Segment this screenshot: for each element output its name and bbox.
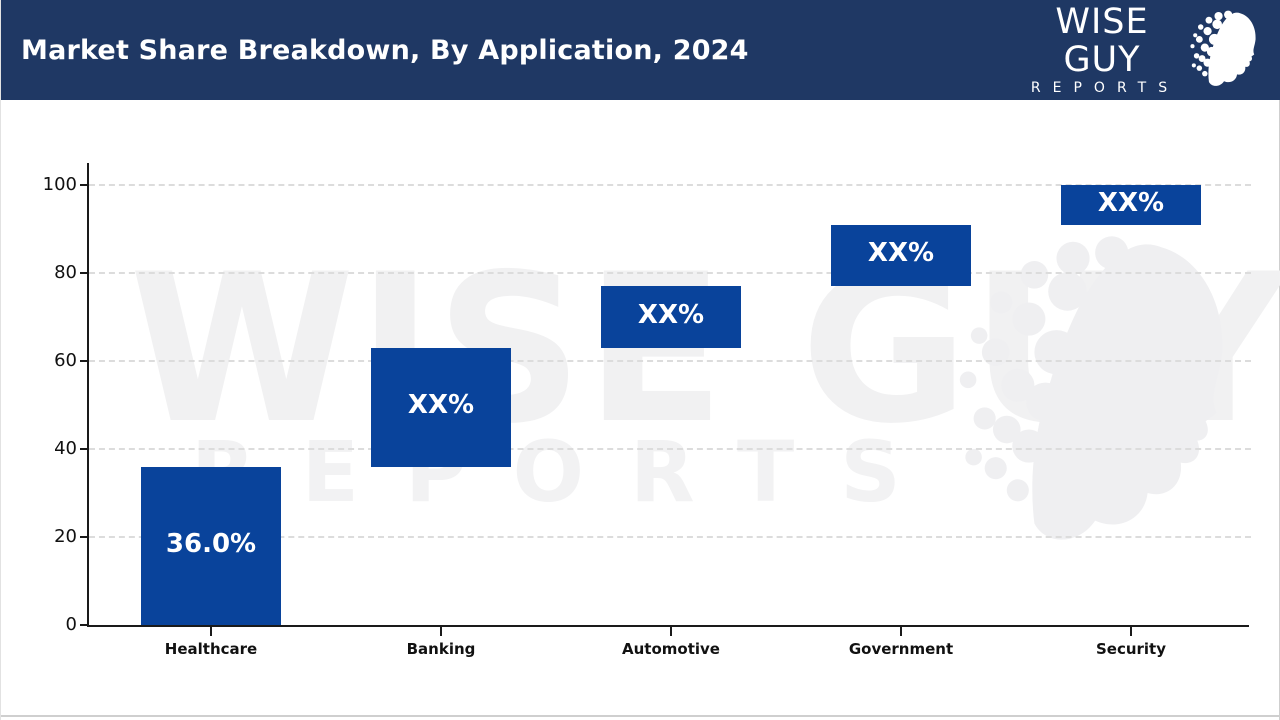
market-share-chart: 0 20 40 60 80 100 36.0% Healthcare XX% Banking XX%…: [1, 100, 1280, 720]
wiseguy-logo: WISE GUY REPORTS: [1013, 3, 1263, 96]
x-category-label: Security: [1095, 640, 1167, 658]
gridline: [89, 536, 1251, 538]
wiseguy-face-logo-icon: [1190, 10, 1256, 86]
y-axis-tick: [80, 272, 89, 274]
x-axis-tick: [900, 627, 902, 636]
y-tick-label: 100: [42, 174, 77, 195]
bar-value-label: XX%: [637, 300, 705, 330]
x-axis-line: [87, 625, 1249, 627]
y-tick-label: 40: [54, 438, 77, 459]
y-tick-label: 20: [54, 526, 77, 547]
watermark-face-icon: [959, 236, 1223, 540]
x-category-label: Automotive: [622, 640, 720, 658]
y-tick-label: 80: [54, 262, 77, 283]
x-axis-tick: [670, 627, 672, 636]
bar-value-label: 36.0%: [165, 528, 257, 559]
logo-text-line1: WISE GUY: [1055, 2, 1149, 80]
gridline: [89, 184, 1251, 186]
bottom-border-line: [1, 715, 1280, 717]
bar-value-label: XX%: [407, 390, 475, 421]
x-axis-tick: [1130, 627, 1132, 636]
y-tick-label: 60: [54, 350, 77, 371]
y-axis-tick: [80, 624, 89, 626]
x-axis-tick: [440, 627, 442, 636]
bar-banking: [371, 347, 511, 467]
y-axis-line: [87, 163, 89, 627]
header-bar: Market Share Breakdown, By Application, …: [1, 0, 1280, 100]
bar-value-label: XX%: [1097, 187, 1165, 218]
bar-automotive: [601, 286, 741, 348]
x-category-label: Healthcare: [164, 640, 258, 658]
gridline: [89, 360, 1251, 362]
bar-government: [831, 224, 971, 287]
bar-value-label: XX%: [867, 238, 935, 269]
watermark-text-line2: REPORTS: [191, 423, 947, 521]
gridline: [89, 448, 1251, 450]
y-axis-tick: [80, 360, 89, 362]
x-category-label: Banking: [406, 640, 476, 658]
y-axis-tick: [80, 536, 89, 538]
bar-healthcare: [141, 466, 281, 625]
logo-text-line2: REPORTS: [1030, 80, 1180, 96]
bar-security: [1061, 185, 1201, 225]
y-axis-tick: [80, 448, 89, 450]
gridline: [89, 272, 1251, 274]
x-axis-tick: [210, 627, 212, 636]
y-tick-label: 0: [65, 614, 77, 635]
y-axis-tick: [80, 184, 89, 186]
x-category-label: Government: [848, 640, 954, 658]
page-title: Market Share Breakdown, By Application, …: [21, 34, 749, 66]
